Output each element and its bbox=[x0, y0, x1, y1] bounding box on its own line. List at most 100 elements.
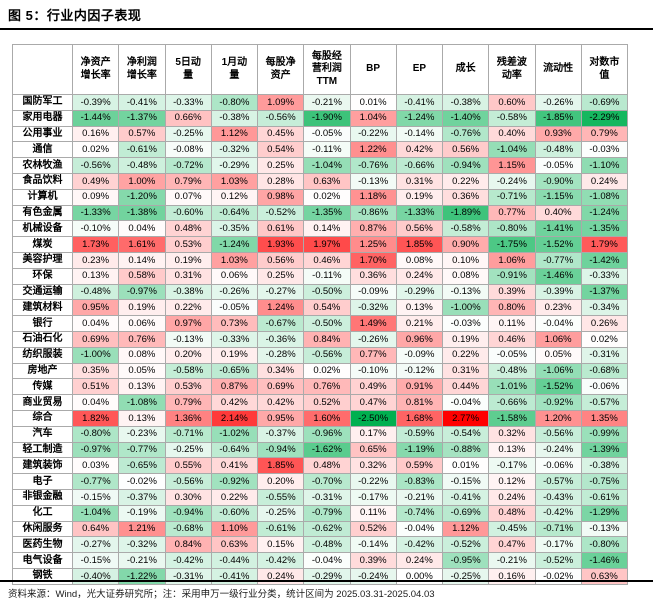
factor-cell: -0.69% bbox=[580, 94, 629, 111]
factor-cell: 0.77% bbox=[488, 204, 536, 222]
factor-cell: 0.01% bbox=[441, 457, 490, 475]
factor-cell: -0.97% bbox=[118, 283, 166, 301]
factor-cell: 0.46% bbox=[488, 330, 536, 348]
factor-cell: -0.26% bbox=[534, 94, 582, 111]
industry-row-label: 休闲服务 bbox=[12, 520, 73, 538]
factor-cell: 0.79% bbox=[580, 125, 629, 143]
factor-cell: 0.40% bbox=[534, 204, 582, 222]
industry-row-label: 通信 bbox=[12, 141, 73, 159]
factor-cell: -0.52% bbox=[534, 552, 582, 569]
factor-cell: 0.53% bbox=[164, 378, 212, 396]
table-row: 商业贸易 0.04% -1.08% 0.79% 0.42% 0.42% 0.52% 0.47%… bbox=[12, 394, 629, 411]
factor-cell: 1.60% bbox=[303, 409, 351, 427]
factor-cell: 0.22% bbox=[164, 299, 212, 317]
factor-cell: -0.58% bbox=[164, 362, 212, 380]
industry-row-label: 煤炭 bbox=[12, 236, 73, 253]
factor-cell: 0.10% bbox=[441, 251, 490, 269]
factor-cell: -1.39% bbox=[580, 441, 629, 459]
factor-cell: -0.64% bbox=[210, 441, 259, 459]
factor-cell: -1.24% bbox=[580, 204, 629, 222]
factor-cell: -0.65% bbox=[210, 362, 259, 380]
factor-cell: 0.42% bbox=[210, 394, 259, 411]
factor-cell: 0.54% bbox=[303, 299, 351, 317]
factor-cell: 0.30% bbox=[164, 488, 212, 506]
factor-cell: -0.24% bbox=[534, 441, 582, 459]
industry-row-label: 石油石化 bbox=[12, 330, 73, 348]
table-row: 国防军工 -0.39% -0.41% -0.33% -0.80% 1.09% -0.21% 0… bbox=[12, 94, 629, 111]
factor-cell: -0.65% bbox=[118, 457, 166, 475]
industry-row-label: 轻工制造 bbox=[12, 441, 73, 459]
factor-cell: 0.59% bbox=[395, 457, 444, 475]
factor-cell: -0.04% bbox=[534, 315, 582, 332]
table-row: 环保 0.13% 0.58% 0.31% 0.06% 0.25% -0.11% 0.36% 0.… bbox=[12, 267, 629, 285]
factor-cell: -0.03% bbox=[580, 141, 629, 159]
factor-cell: -1.04% bbox=[71, 504, 120, 522]
industry-row-label: 交通运输 bbox=[12, 283, 73, 301]
factor-cell: 0.48% bbox=[164, 220, 212, 238]
factor-cell: -0.25% bbox=[164, 125, 212, 143]
factor-cell: -0.11% bbox=[303, 267, 351, 285]
factor-cell: -0.58% bbox=[488, 109, 536, 127]
factor-cell: -1.02% bbox=[210, 425, 259, 443]
factor-cell: -0.12% bbox=[395, 362, 444, 380]
factor-cell: -0.17% bbox=[349, 488, 397, 506]
factor-cell: -0.59% bbox=[395, 425, 444, 443]
factor-cell: -0.92% bbox=[210, 473, 259, 490]
factor-cell: -0.05% bbox=[210, 299, 259, 317]
factor-cell: -0.54% bbox=[441, 425, 490, 443]
factor-cell: -0.14% bbox=[349, 536, 397, 554]
factor-cell: -0.83% bbox=[395, 473, 444, 490]
header-row: 净资产 增长率 净利润 增长率 5日动 量 1月动 量每股净 资产 每股经 营利润 TT… bbox=[12, 44, 629, 95]
factor-cell: -0.77% bbox=[71, 473, 120, 490]
industry-row-label: 建筑装饰 bbox=[12, 457, 73, 475]
factor-cell: -0.04% bbox=[303, 552, 351, 569]
factor-cell: 1.73% bbox=[71, 236, 120, 253]
factor-cell: -0.23% bbox=[118, 425, 166, 443]
factor-cell: -0.08% bbox=[164, 141, 212, 159]
factor-cell: -0.61% bbox=[580, 488, 629, 506]
factor-cell: -0.91% bbox=[488, 267, 536, 285]
factor-cell: 1.70% bbox=[349, 251, 397, 269]
factor-cell: -0.33% bbox=[164, 94, 212, 111]
industry-row-label: 家用电器 bbox=[12, 109, 73, 127]
factor-cell: -0.29% bbox=[210, 157, 259, 174]
factor-cell: 0.14% bbox=[118, 251, 166, 269]
column-header: 成长 bbox=[441, 44, 490, 95]
factor-cell: 0.13% bbox=[118, 378, 166, 396]
factor-cell: -0.75% bbox=[580, 473, 629, 490]
factor-cell: 0.96% bbox=[395, 330, 444, 348]
factor-cell: -0.22% bbox=[349, 473, 397, 490]
factor-cell: -0.24% bbox=[488, 172, 536, 190]
factor-cell: 0.23% bbox=[71, 251, 120, 269]
factor-cell: -0.15% bbox=[71, 552, 120, 569]
factor-cell: 0.65% bbox=[349, 441, 397, 459]
factor-cell: -0.02% bbox=[118, 473, 166, 490]
factor-cell: -0.09% bbox=[395, 346, 444, 364]
industry-row-label: 国防军工 bbox=[12, 94, 73, 111]
factor-cell: -1.46% bbox=[580, 552, 629, 569]
factor-cell: 0.39% bbox=[349, 552, 397, 569]
table-row: 轻工制造 -0.97% -0.77% -0.25% -0.64% -0.94% -1.62%… bbox=[12, 441, 629, 459]
factor-cell: -0.44% bbox=[210, 552, 259, 569]
factor-cell: 0.51% bbox=[71, 378, 120, 396]
factor-cell: 0.48% bbox=[488, 504, 536, 522]
factor-cell: 0.24% bbox=[488, 488, 536, 506]
title-divider bbox=[0, 28, 653, 30]
factor-cell: -1.89% bbox=[441, 204, 490, 222]
factor-cell: 1.04% bbox=[349, 109, 397, 127]
factor-cell: -1.35% bbox=[303, 204, 351, 222]
factor-cell: 0.08% bbox=[118, 346, 166, 364]
industry-row-label: 房地产 bbox=[12, 362, 73, 380]
factor-cell: -0.05% bbox=[303, 125, 351, 143]
factor-cell: -1.00% bbox=[71, 346, 120, 364]
factor-cell: 0.56% bbox=[395, 220, 444, 238]
table-row: 煤炭 1.73% 1.61% 0.53% -1.24% 1.93% 1.97% 1.25% 1.… bbox=[12, 236, 629, 253]
industry-row-label: 有色金属 bbox=[12, 204, 73, 222]
factor-cell: -1.90% bbox=[303, 109, 351, 127]
factor-cell: -1.44% bbox=[71, 109, 120, 127]
table-row: 纺织服装 -1.00% 0.08% 0.20% 0.19% -0.28% -0.56% 0.7… bbox=[12, 346, 629, 364]
table-row: 汽车 -0.80% -0.23% -0.71% -1.02% -0.37% -0.96% 0.… bbox=[12, 425, 629, 443]
factor-cell: -0.38% bbox=[164, 283, 212, 301]
factor-cell: 0.32% bbox=[488, 425, 536, 443]
factor-cell: -0.33% bbox=[210, 330, 259, 348]
